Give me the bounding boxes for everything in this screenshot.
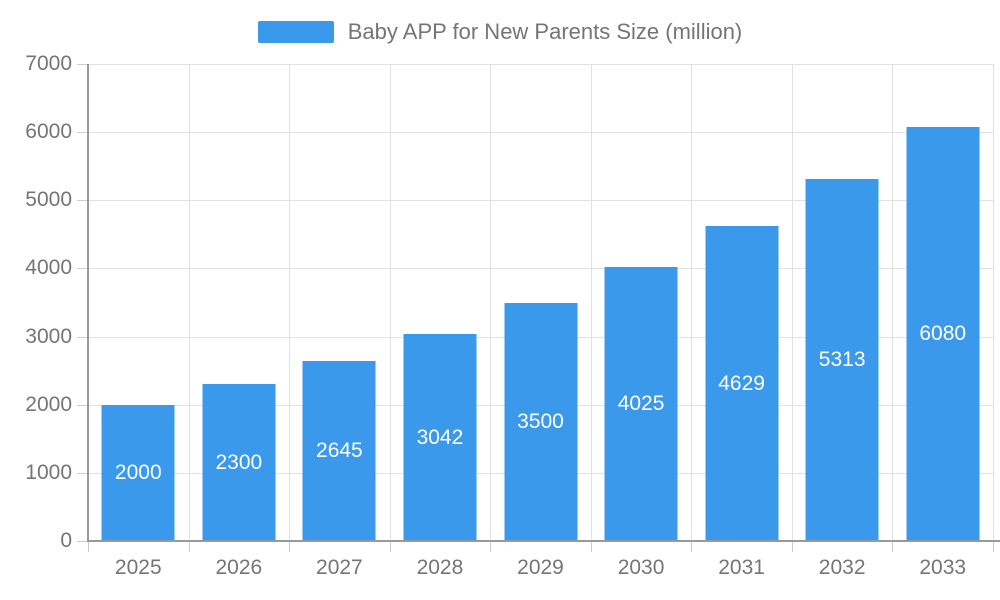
bar-value-label: 3500 — [517, 410, 564, 434]
x-axis-category-label: 2031 — [718, 556, 765, 579]
gridline-horizontal — [88, 200, 993, 202]
bar-2030[interactable]: 4025 — [604, 266, 678, 541]
y-axis-tick-label: 1000 — [25, 460, 72, 484]
bar-value-label: 6080 — [919, 322, 967, 346]
legend-label: Baby APP for New Parents Size (million) — [347, 19, 743, 44]
bar-value-label: 4629 — [718, 371, 765, 395]
bar-value-label: 2000 — [114, 461, 162, 485]
x-axis-tick — [791, 542, 793, 552]
y-axis-line — [87, 64, 89, 541]
x-axis-tick — [490, 542, 492, 552]
gridline-vertical — [188, 64, 190, 541]
gridline-vertical — [389, 64, 391, 541]
x-axis-tick — [389, 542, 391, 552]
bar-2026[interactable]: 2300 — [202, 384, 276, 541]
plot-area: 0 1000 2000 3000 4000 5000 6000 7000 2000 2025 230… — [25, 52, 1000, 579]
gridline-horizontal — [88, 268, 993, 270]
x-axis-tick — [691, 542, 693, 552]
x-axis-category-label: 2032 — [818, 556, 866, 579]
x-axis-tick — [188, 542, 190, 552]
y-axis-tick — [77, 404, 87, 406]
gridline-horizontal — [88, 64, 993, 65]
bar-2027[interactable]: 2645 — [302, 360, 376, 541]
y-axis-tick-label: 0 — [60, 529, 72, 552]
bar-2028[interactable]: 3042 — [403, 333, 477, 541]
bar-value-label: 3042 — [416, 425, 464, 449]
x-axis-tick — [289, 542, 291, 552]
bar-2025[interactable]: 2000 — [101, 404, 175, 541]
bar-value-label: 2645 — [316, 439, 363, 463]
x-axis-category-label: 2030 — [617, 556, 665, 579]
x-axis-category-label: 2028 — [416, 556, 464, 579]
gridline-horizontal — [88, 132, 993, 134]
x-axis-tick — [590, 542, 592, 552]
bar-2032[interactable]: 5313 — [805, 178, 879, 541]
y-axis-tick-label: 7000 — [25, 52, 72, 75]
y-axis-tick-label: 4000 — [25, 256, 72, 280]
y-axis-tick — [77, 64, 87, 65]
y-axis-tick — [77, 336, 87, 338]
y-axis-tick-label: 3000 — [25, 324, 72, 348]
x-axis-category-label: 2029 — [517, 556, 564, 579]
y-axis-tick-label: 2000 — [25, 392, 72, 416]
bar-value-label: 4025 — [617, 392, 665, 416]
gridline-vertical — [289, 64, 291, 541]
x-axis-tick — [993, 542, 994, 552]
bar-value-label: 2300 — [215, 451, 263, 475]
y-axis-tick-label: 6000 — [25, 120, 72, 144]
gridline-vertical — [993, 64, 994, 541]
x-axis-line — [87, 540, 1000, 542]
gridline-vertical — [691, 64, 693, 541]
y-axis-tick — [77, 472, 87, 474]
x-axis-category-label: 2026 — [215, 556, 263, 579]
gridline-vertical — [590, 64, 592, 541]
legend-swatch-icon — [257, 21, 334, 43]
legend-item[interactable]: Baby APP for New Parents Size (million) — [0, 18, 1000, 46]
x-axis-tick — [892, 542, 894, 552]
y-axis-tick — [77, 541, 87, 542]
bar-2031[interactable]: 4629 — [705, 225, 779, 541]
gridline-vertical — [490, 64, 492, 541]
x-axis-category-label: 2033 — [919, 556, 967, 579]
bar-2029[interactable]: 3500 — [504, 302, 577, 541]
y-axis-tick — [77, 132, 87, 134]
bar-2033[interactable]: 6080 — [906, 126, 980, 541]
x-axis-category-label: 2025 — [114, 556, 162, 579]
y-axis-tick — [77, 268, 87, 270]
bar-value-label: 5313 — [818, 348, 866, 372]
y-axis-tick-label: 5000 — [25, 188, 72, 212]
x-axis-tick — [88, 542, 89, 552]
x-axis-category-label: 2027 — [316, 556, 363, 579]
y-axis-tick — [77, 200, 87, 202]
gridline-vertical — [892, 64, 894, 541]
gridline-vertical — [791, 64, 793, 541]
